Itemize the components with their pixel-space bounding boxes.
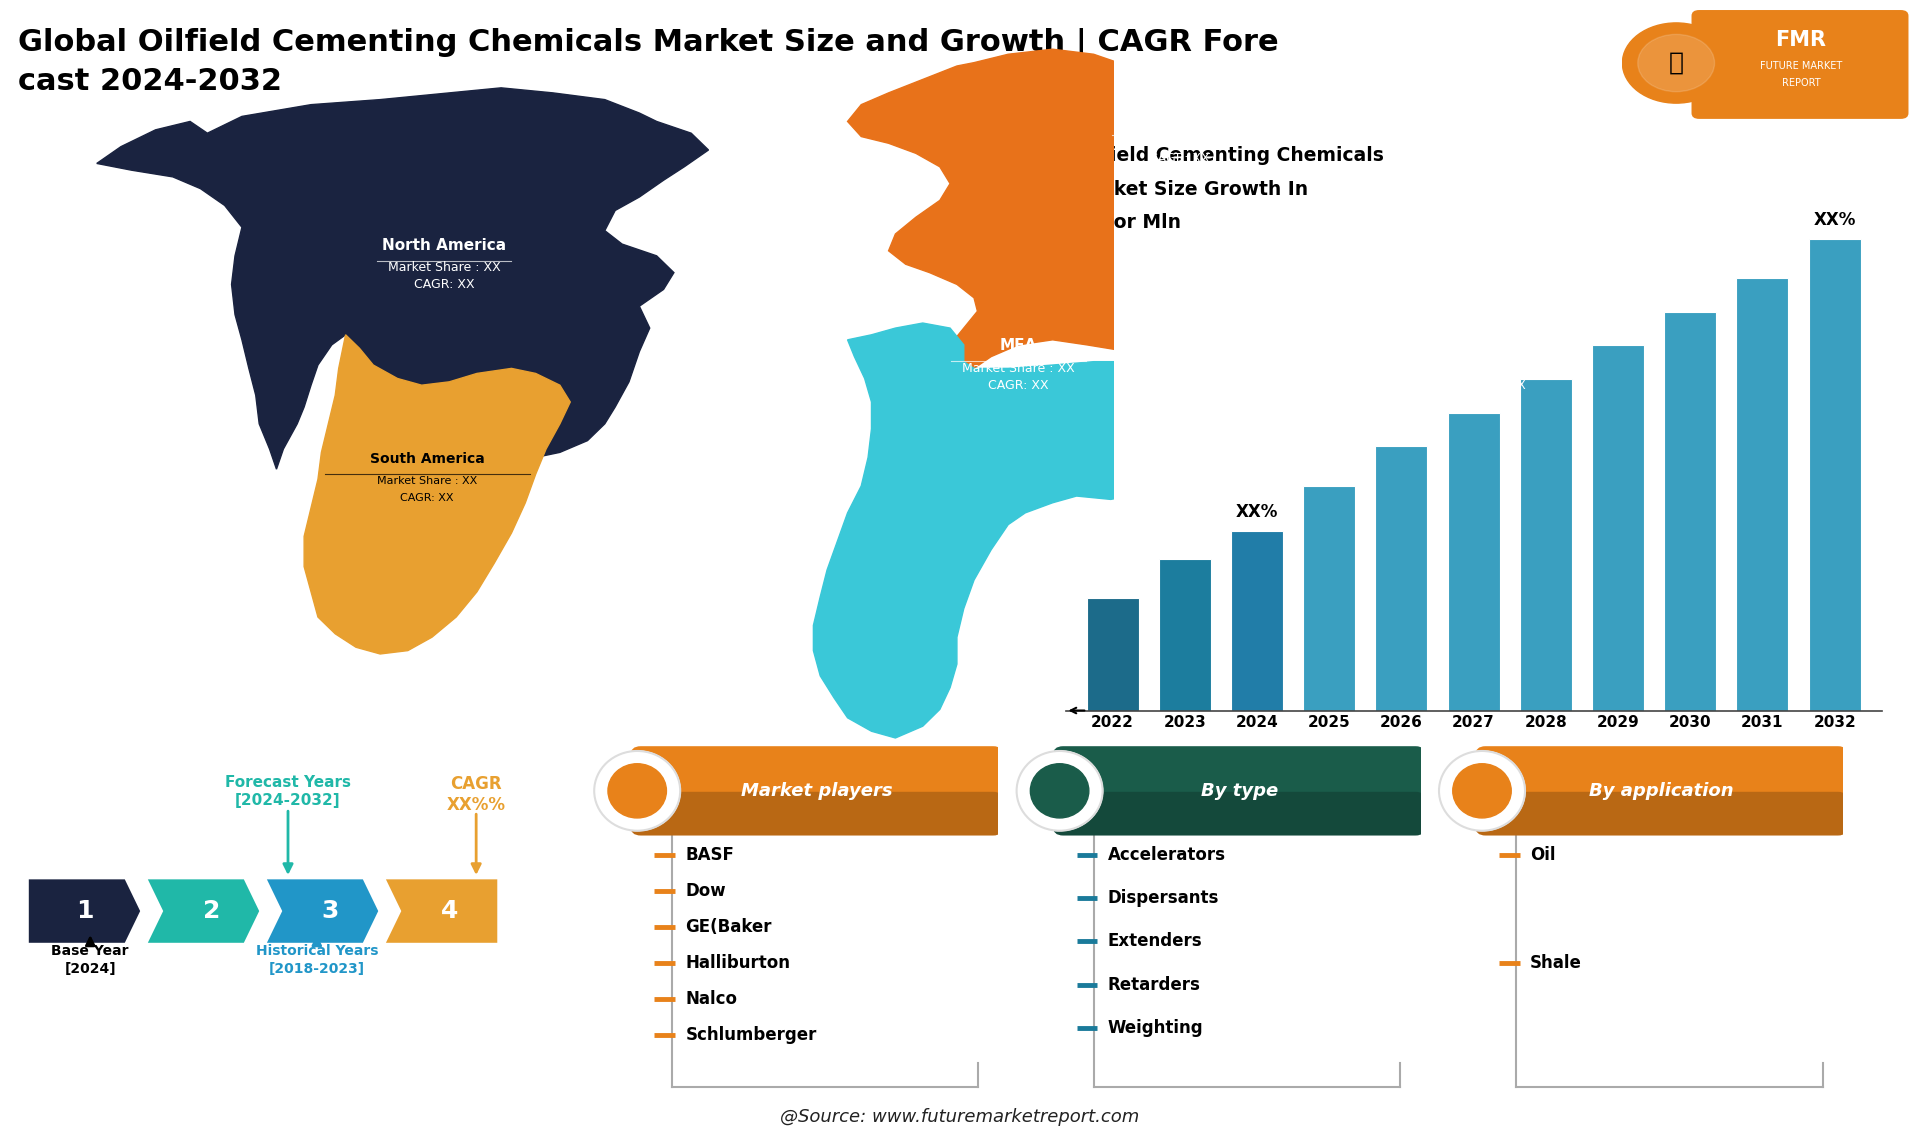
Text: REPORT: REPORT [1782, 78, 1820, 88]
Text: GE(Baker: GE(Baker [685, 918, 772, 936]
Text: CAGR: CAGR [451, 775, 501, 793]
Bar [1160, 559, 1212, 711]
FancyBboxPatch shape [1692, 10, 1908, 119]
Text: Market players: Market players [741, 782, 893, 800]
Polygon shape [29, 879, 140, 943]
Text: By application: By application [1590, 782, 1734, 800]
Circle shape [1438, 751, 1524, 831]
Polygon shape [1298, 265, 1749, 617]
Text: Market Share : XX: Market Share : XX [388, 261, 501, 274]
Text: Retarders: Retarders [1108, 975, 1200, 994]
Text: North America: North America [382, 237, 507, 252]
Polygon shape [148, 879, 259, 943]
Polygon shape [1530, 587, 1716, 676]
Text: 4: 4 [440, 900, 459, 923]
Bar [1736, 278, 1788, 711]
Bar [1448, 413, 1500, 711]
Text: CAGR: XX: CAGR: XX [989, 379, 1048, 392]
Polygon shape [386, 879, 497, 943]
Bar [1521, 379, 1572, 711]
Text: 1: 1 [75, 900, 94, 923]
Text: Dispersants: Dispersants [1108, 889, 1219, 906]
Text: Extenders: Extenders [1108, 933, 1202, 950]
Bar [1375, 447, 1427, 711]
FancyBboxPatch shape [1052, 746, 1427, 835]
Text: BASF: BASF [685, 846, 733, 864]
Text: Dow: Dow [685, 881, 726, 900]
Text: Market Share : XX: Market Share : XX [1444, 362, 1549, 375]
Text: @Source: www.futuremarketreport.com: @Source: www.futuremarketreport.com [780, 1108, 1140, 1127]
Text: Oil: Oil [1530, 846, 1555, 864]
Bar [1231, 531, 1283, 711]
Text: Bln or Mln: Bln or Mln [1073, 213, 1181, 233]
FancyBboxPatch shape [630, 792, 1004, 835]
FancyBboxPatch shape [1475, 792, 1849, 835]
Text: MEA: MEA [1000, 338, 1037, 353]
Circle shape [609, 763, 666, 818]
Text: Base Year: Base Year [52, 944, 129, 958]
Text: Schlumberger: Schlumberger [685, 1027, 816, 1044]
Text: Nalco: Nalco [685, 990, 737, 1008]
Text: Historical Years: Historical Years [255, 944, 378, 958]
Text: Weighting: Weighting [1108, 1019, 1204, 1037]
Polygon shape [814, 323, 1271, 738]
Polygon shape [916, 96, 972, 129]
Polygon shape [267, 879, 378, 943]
Bar [1087, 598, 1139, 711]
Text: Accelerators: Accelerators [1108, 846, 1225, 864]
Bar [1592, 345, 1644, 711]
Text: Market Share : XX: Market Share : XX [376, 476, 478, 486]
Text: 👤: 👤 [1668, 52, 1684, 74]
Circle shape [1638, 34, 1715, 92]
Text: CAGR: XX: CAGR: XX [401, 493, 453, 503]
Text: FUTURE MARKET: FUTURE MARKET [1761, 61, 1841, 71]
Bar [1304, 486, 1356, 711]
Text: Asia Pacific: Asia Pacific [1452, 339, 1542, 353]
FancyBboxPatch shape [630, 746, 1004, 835]
Polygon shape [303, 335, 570, 654]
Text: XX%%: XX%% [447, 796, 505, 815]
Text: CAGR: XX: CAGR: XX [1148, 152, 1210, 165]
Circle shape [1622, 23, 1730, 103]
Text: 3: 3 [321, 900, 340, 923]
Text: By type: By type [1200, 782, 1279, 800]
Text: Forecast Years: Forecast Years [225, 775, 351, 790]
Text: [2024]: [2024] [65, 963, 115, 976]
Bar [1665, 312, 1716, 711]
Text: CAGR: XX: CAGR: XX [415, 278, 474, 291]
Circle shape [1031, 763, 1089, 818]
Text: Oilfield Cementing Chemicals: Oilfield Cementing Chemicals [1073, 146, 1384, 165]
Text: Market Share : XX: Market Share : XX [962, 362, 1075, 375]
Circle shape [1016, 751, 1102, 831]
Text: Shale: Shale [1530, 953, 1582, 972]
Text: Market Share : XX: Market Share : XX [1123, 135, 1235, 148]
Text: XX%: XX% [1236, 503, 1279, 520]
Bar [1809, 238, 1860, 711]
Text: Europe: Europe [1148, 111, 1210, 126]
Circle shape [593, 751, 680, 831]
Text: [2018-2023]: [2018-2023] [269, 963, 365, 976]
Polygon shape [96, 88, 708, 469]
Text: [2024-2032]: [2024-2032] [234, 793, 342, 808]
FancyBboxPatch shape [1052, 792, 1427, 835]
Polygon shape [847, 49, 1920, 368]
Text: CAGR: XX: CAGR: XX [1469, 379, 1524, 392]
Text: Halliburton: Halliburton [685, 953, 791, 972]
FancyBboxPatch shape [1475, 746, 1849, 835]
Text: FMR: FMR [1776, 30, 1826, 50]
Text: 2: 2 [202, 900, 221, 923]
Text: South America: South America [371, 452, 484, 465]
Circle shape [1453, 763, 1511, 818]
Text: XX%: XX% [1814, 211, 1857, 228]
Text: Market Size Growth In: Market Size Growth In [1073, 180, 1308, 198]
Text: Global Oilfield Cementing Chemicals Market Size and Growth | CAGR Fore
cast 2024: Global Oilfield Cementing Chemicals Mark… [17, 28, 1279, 96]
